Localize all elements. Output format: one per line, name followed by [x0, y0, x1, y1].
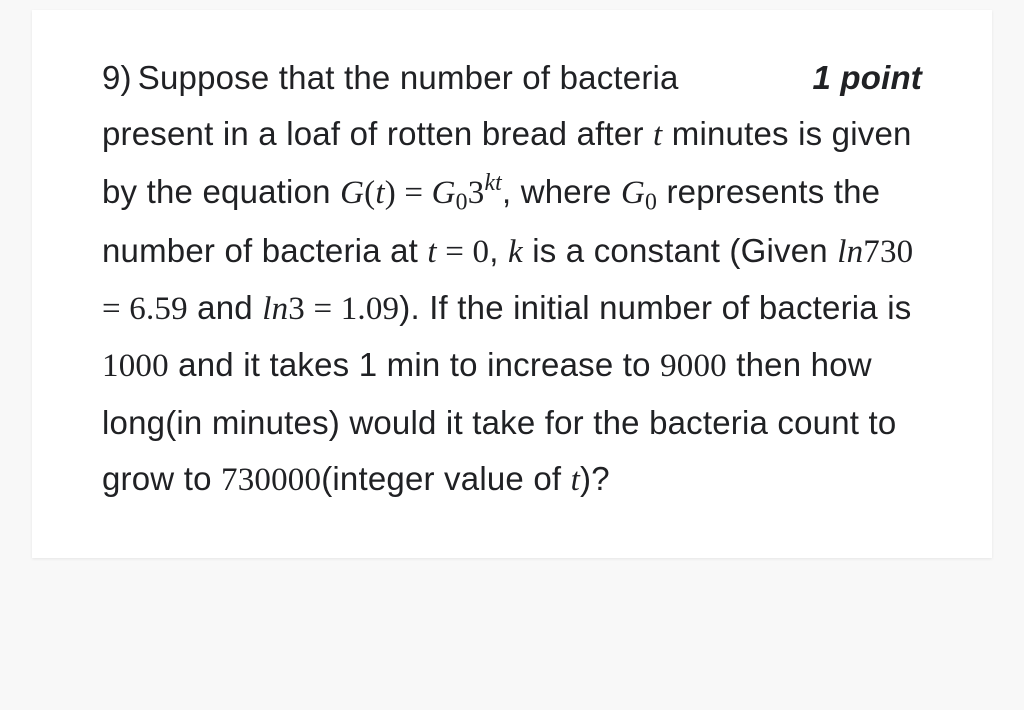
num-730000: 730000 — [221, 462, 321, 498]
text-body-7: ). If the initial number of bacteria is — [399, 289, 911, 326]
G0-sub-a: 0 — [456, 190, 468, 216]
var-t-4: t — [571, 462, 580, 498]
question-number: 9) — [102, 59, 132, 96]
val-3: 3 = 1.09 — [288, 291, 399, 327]
text-and: and — [188, 289, 262, 326]
rparen: ) — [385, 175, 396, 211]
text-body-6: is a constant (Given — [523, 232, 837, 269]
ln-1: ln — [837, 234, 863, 270]
base-3: 3 — [468, 175, 485, 211]
text-body-3: , where — [502, 173, 621, 210]
text-body-8: and it takes 1 min to increase to — [169, 346, 660, 383]
text-body-10: (integer value of — [321, 460, 570, 497]
var-k: k — [508, 234, 523, 270]
num-1000: 1000 — [102, 348, 169, 384]
equals-0: = 0 — [437, 234, 489, 270]
question-text: 1 point 9)Suppose that the number of bac… — [102, 50, 922, 508]
num-9000: 9000 — [660, 348, 727, 384]
exp-kt: kt — [484, 170, 502, 196]
text-body-11: )? — [580, 460, 610, 497]
text-lead: Suppose that the number of — [138, 59, 550, 96]
var-t-1: t — [653, 117, 662, 153]
ln-2: ln — [262, 291, 288, 327]
text-body-5: , — [489, 232, 508, 269]
G0-sub-b: 0 — [645, 190, 657, 216]
G0-G-b: G — [621, 175, 645, 211]
G0-G-a: G — [432, 175, 456, 211]
var-t-3: t — [427, 234, 436, 270]
equals-1: = — [396, 175, 432, 211]
var-t-2: t — [375, 175, 384, 211]
lparen: ( — [364, 175, 375, 211]
question-card: 1 point 9)Suppose that the number of bac… — [32, 10, 992, 558]
points-label: 1 point — [812, 50, 922, 106]
fn-G: G — [340, 175, 364, 211]
